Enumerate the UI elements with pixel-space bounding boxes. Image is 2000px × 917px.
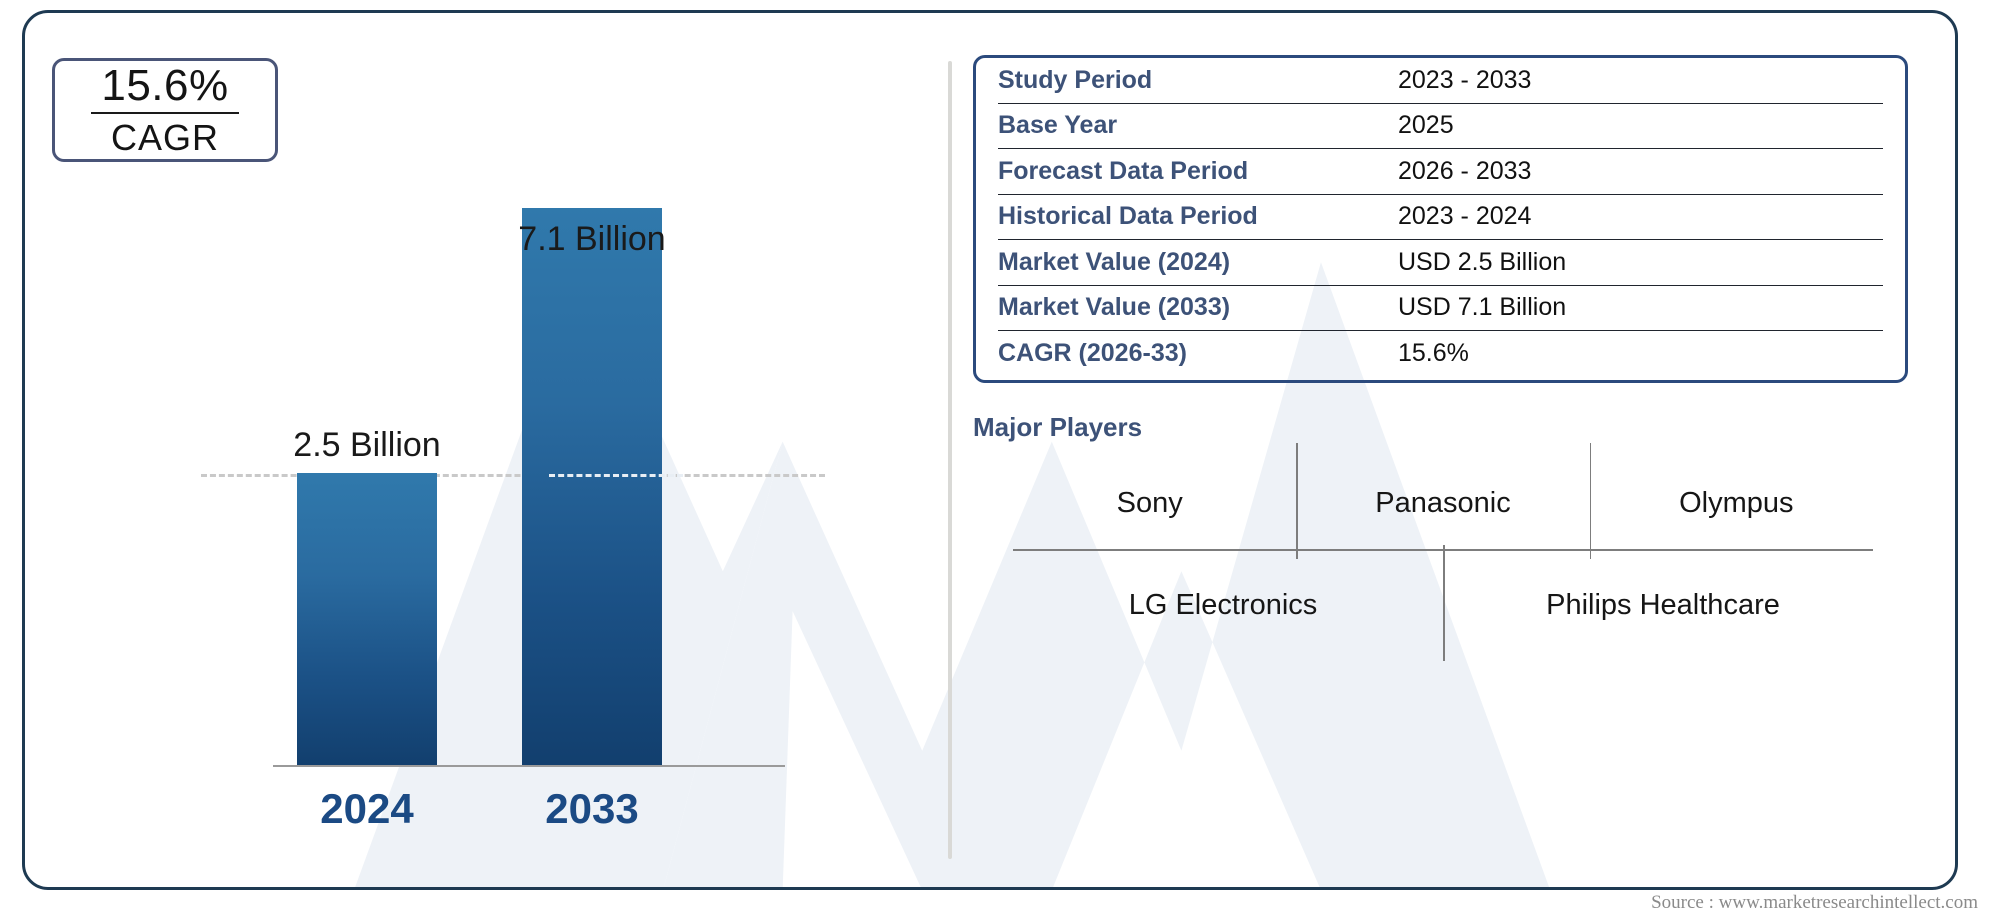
info-row-value: USD 2.5 Billion xyxy=(1398,247,1567,276)
panel-divider xyxy=(948,61,952,859)
info-row-value: USD 7.1 Billion xyxy=(1398,293,1567,322)
major-player-item: Sony xyxy=(1116,486,1183,519)
info-row: Market Value (2033) USD 7.1 Billion xyxy=(998,286,1883,331)
bar-year-label-2033: 2033 xyxy=(545,785,639,832)
details-panel: Study Period 2023 - 2033 Base Year 2025 Fore… xyxy=(973,13,1955,887)
info-row-label: Base Year xyxy=(998,111,1118,140)
cagr-divider xyxy=(91,112,239,114)
bar-2024 xyxy=(297,473,437,765)
bar-value-label-2033: 7.1 Billion xyxy=(518,220,666,258)
major-player-item: Olympus xyxy=(1589,443,1883,559)
x-axis-line xyxy=(273,765,785,767)
info-row: Base Year 2025 xyxy=(998,104,1883,149)
cagr-label: CAGR xyxy=(110,117,219,158)
info-row-value: 2025 xyxy=(1398,111,1454,140)
info-row: Historical Data Period 2023 - 2024 xyxy=(998,195,1883,240)
major-player-item: Panasonic xyxy=(1296,443,1589,559)
cagr-badge: 15.6% CAGR xyxy=(52,58,278,162)
study-info-table: Study Period 2023 - 2033 Base Year 2025 Fore… xyxy=(973,55,1908,383)
info-row-label: Study Period xyxy=(998,65,1153,94)
bar-value-label-2024: 2.5 Billion xyxy=(293,426,441,464)
reference-dashed-line-overlay xyxy=(549,474,683,477)
chart-panel: 15.6% CAGR 2.5 Billion 7.1 Billion 2024 … xyxy=(25,13,949,887)
cagr-value: 15.6% xyxy=(101,61,229,110)
infographic-frame: 15.6% CAGR 2.5 Billion 7.1 Billion 2024 … xyxy=(22,10,1958,890)
reference-dashed-line xyxy=(201,474,825,477)
major-player-item: Philips Healthcare xyxy=(1443,545,1883,661)
info-row: Study Period 2023 - 2033 xyxy=(998,58,1883,104)
info-row-label: Market Value (2033) xyxy=(998,293,1231,322)
info-row: Forecast Data Period 2026 - 2033 xyxy=(998,149,1883,195)
major-player-item: LG Electronics xyxy=(1128,588,1318,621)
info-row-label: Forecast Data Period xyxy=(998,156,1249,185)
info-row-value: 2023 - 2033 xyxy=(1398,65,1532,94)
info-row: Market Value (2024) USD 2.5 Billion xyxy=(998,240,1883,286)
info-row-value: 2023 - 2024 xyxy=(1398,202,1532,231)
major-players-title: Major Players xyxy=(973,412,1143,442)
info-row: CAGR (2026-33) 15.6% xyxy=(998,331,1883,377)
info-row-value: 15.6% xyxy=(1398,339,1469,368)
major-players-row-1: Sony Panasonic Olympus xyxy=(1003,443,1883,559)
bar-chart-plot: 2.5 Billion 7.1 Billion 2024 2033 xyxy=(25,13,949,887)
info-row-label: Market Value (2024) xyxy=(998,247,1231,276)
bar-year-label-2024: 2024 xyxy=(320,785,414,832)
info-row-value: 2026 - 2033 xyxy=(1398,156,1532,185)
major-players-row-2: LG Electronics Philips Healthcare xyxy=(1003,545,1883,661)
major-players-grid: Sony Panasonic Olympus LG Electronics Phili… xyxy=(973,443,1908,673)
bar-2033 xyxy=(522,208,662,765)
info-row-label: Historical Data Period xyxy=(998,202,1258,231)
info-row-label: CAGR (2026-33) xyxy=(998,339,1187,368)
source-attribution: Source : www.marketresearchintellect.com xyxy=(1651,892,1978,913)
